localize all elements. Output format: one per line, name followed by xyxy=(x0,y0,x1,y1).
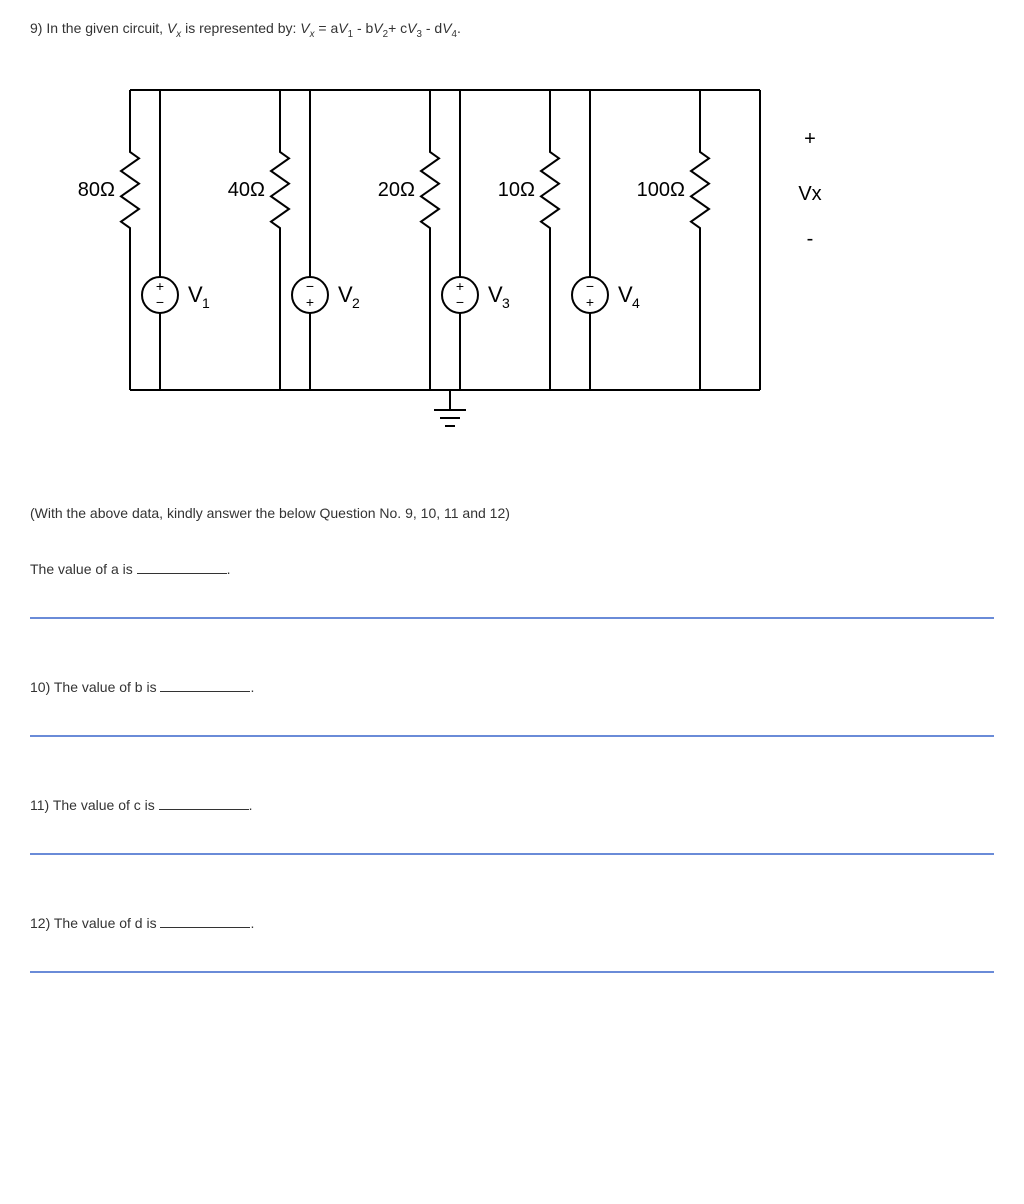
svg-text:−: − xyxy=(586,278,594,294)
answer-c-label: 11) The value of c is xyxy=(30,797,159,813)
answer-a-label: The value of a is xyxy=(30,561,137,577)
svg-text:1: 1 xyxy=(202,295,210,311)
blank-c[interactable] xyxy=(159,798,249,810)
svg-text:+: + xyxy=(586,294,594,310)
svg-text:20Ω: 20Ω xyxy=(378,179,415,201)
answer-b: 10) The value of b is . xyxy=(30,679,994,695)
q9-mid: is represented by: xyxy=(181,20,300,36)
question-12: 12) The value of d is . xyxy=(30,915,994,931)
svg-text:4: 4 xyxy=(632,295,640,311)
svg-text:10Ω: 10Ω xyxy=(498,179,535,201)
svg-text:+: + xyxy=(156,278,164,294)
svg-text:100Ω: 100Ω xyxy=(637,179,685,201)
svg-text:3: 3 xyxy=(502,295,510,311)
divider-4 xyxy=(30,971,994,973)
blank-d[interactable] xyxy=(160,916,250,928)
blank-a[interactable] xyxy=(137,562,227,574)
svg-text:40Ω: 40Ω xyxy=(228,179,265,201)
svg-text:V: V xyxy=(338,282,353,307)
answer-b-label: 10) The value of b is xyxy=(30,679,160,695)
q9-v: V xyxy=(167,20,176,36)
q9-text: 9) In the given circuit, Vx is represent… xyxy=(30,20,994,40)
answer-d: 12) The value of d is . xyxy=(30,915,994,931)
svg-text:+: + xyxy=(456,278,464,294)
question-10: 10) The value of b is . xyxy=(30,679,994,695)
svg-text:−: − xyxy=(156,294,164,310)
svg-text:V: V xyxy=(488,282,503,307)
circuit-diagram: 80Ω40Ω20Ω10Ω100Ω+−V1−+V2+−V3−+V4+Vx- xyxy=(60,70,994,475)
svg-text:2: 2 xyxy=(352,295,360,311)
svg-text:−: − xyxy=(306,278,314,294)
svg-text:80Ω: 80Ω xyxy=(78,179,115,201)
svg-text:+: + xyxy=(306,294,314,310)
svg-text:V: V xyxy=(618,282,633,307)
svg-text:-: - xyxy=(807,228,814,250)
svg-text:+: + xyxy=(804,128,816,150)
answer-c: 11) The value of c is . xyxy=(30,797,994,813)
svg-text:V: V xyxy=(188,282,203,307)
note-text: (With the above data, kindly answer the … xyxy=(30,505,994,521)
answer-d-label: 12) The value of d is xyxy=(30,915,160,931)
q9-prefix: 9) In the given circuit, xyxy=(30,20,167,36)
divider-1 xyxy=(30,617,994,619)
divider-2 xyxy=(30,735,994,737)
blank-b[interactable] xyxy=(160,680,250,692)
divider-3 xyxy=(30,853,994,855)
question-11: 11) The value of c is . xyxy=(30,797,994,813)
answer-a: The value of a is . xyxy=(30,561,994,577)
svg-text:Vx: Vx xyxy=(798,183,821,205)
svg-text:−: − xyxy=(456,294,464,310)
circuit-svg: 80Ω40Ω20Ω10Ω100Ω+−V1−+V2+−V3−+V4+Vx- xyxy=(60,70,860,470)
question-9: 9) In the given circuit, Vx is represent… xyxy=(30,20,994,577)
